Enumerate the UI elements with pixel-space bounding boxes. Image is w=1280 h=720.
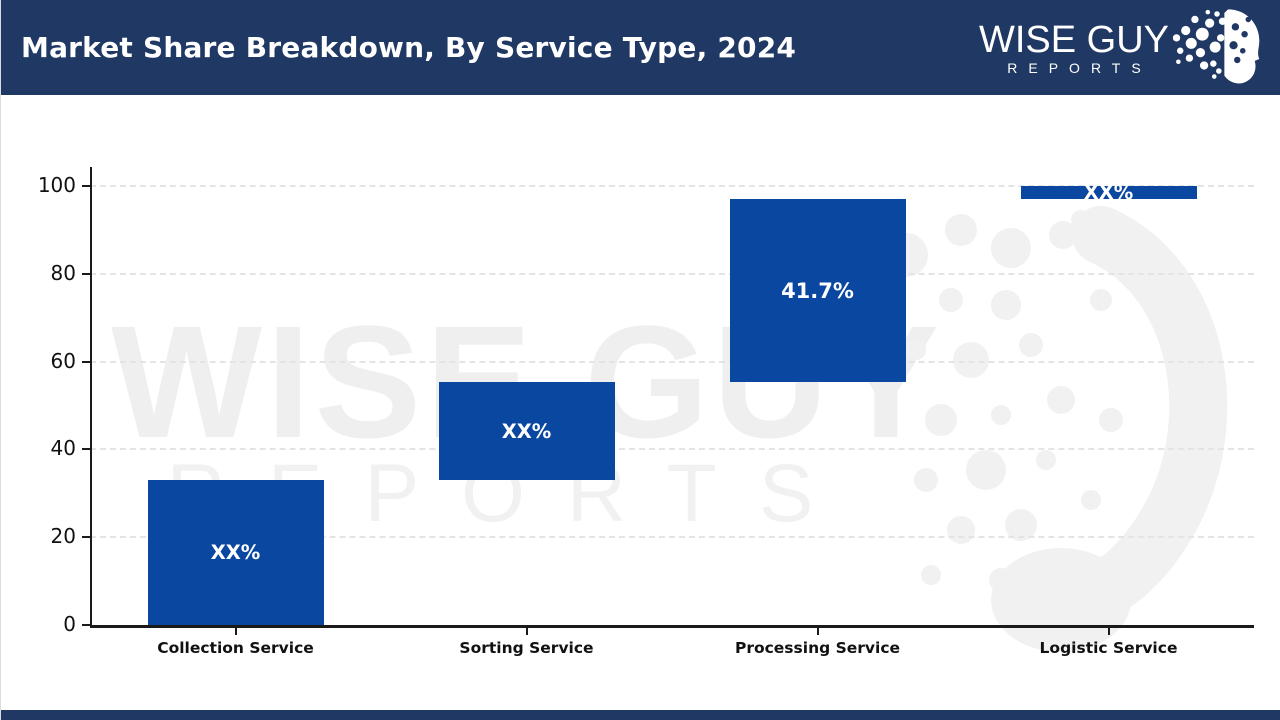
wiseguy-logo: WISE GUY REPORTS [979,6,1263,90]
logo-subtitle: REPORTS [1007,59,1152,76]
y-tick-mark [82,272,90,275]
gridline [90,536,1254,539]
y-tick-mark [82,360,90,363]
y-tick-label: 20 [50,524,76,549]
y-tick-label: 40 [50,436,76,461]
y-tick-mark [82,185,90,187]
y-axis [90,167,92,628]
y-tick-label: 0 [63,612,76,636]
x-tick-mark [525,628,528,635]
footer-bar [1,710,1280,720]
x-category-label: Processing Service [734,639,901,657]
bar-value-label: XX% [210,541,261,565]
bar-value-label: XX% [501,419,552,443]
gridline [90,448,1254,451]
bar-value-label: 41.7% [781,278,854,303]
gridline [90,185,1254,187]
bar-value-label: XX% [1083,181,1134,205]
y-tick-label: 100 [37,173,76,197]
y-tick-mark [82,536,90,539]
logo-wordmark: WISE GUY [978,18,1169,61]
bar-logistic-service: XX% [1020,181,1197,204]
y-tick-mark [82,448,90,451]
x-tick-mark [816,628,819,635]
bar-processing-service: 41.7% [729,199,906,383]
bar-collection-service: XX% [147,480,324,625]
logo-text: WISE GUY REPORTS [979,20,1169,76]
x-axis [90,625,1254,628]
gridline [90,272,1254,275]
page-title: Market Share Breakdown, By Service Type,… [21,31,797,64]
y-tick-label: 60 [50,348,76,373]
x-category-label: Collection Service [157,639,314,657]
x-category-label: Sorting Service [459,639,594,657]
logo-face-icon [1172,8,1260,83]
x-tick-mark [234,628,237,635]
header-bar: Market Share Breakdown, By Service Type,… [1,0,1280,95]
x-tick-mark [1107,628,1110,635]
plot-region: 0 20 40 60 80 100 XX% Collection Service XX% Sort… [1,95,1280,710]
x-category-label: Logistic Service [1039,639,1178,657]
y-tick-label: 80 [50,260,76,285]
y-tick-mark [82,624,90,626]
gridline [90,360,1254,363]
bar-sorting-service: XX% [438,382,615,481]
